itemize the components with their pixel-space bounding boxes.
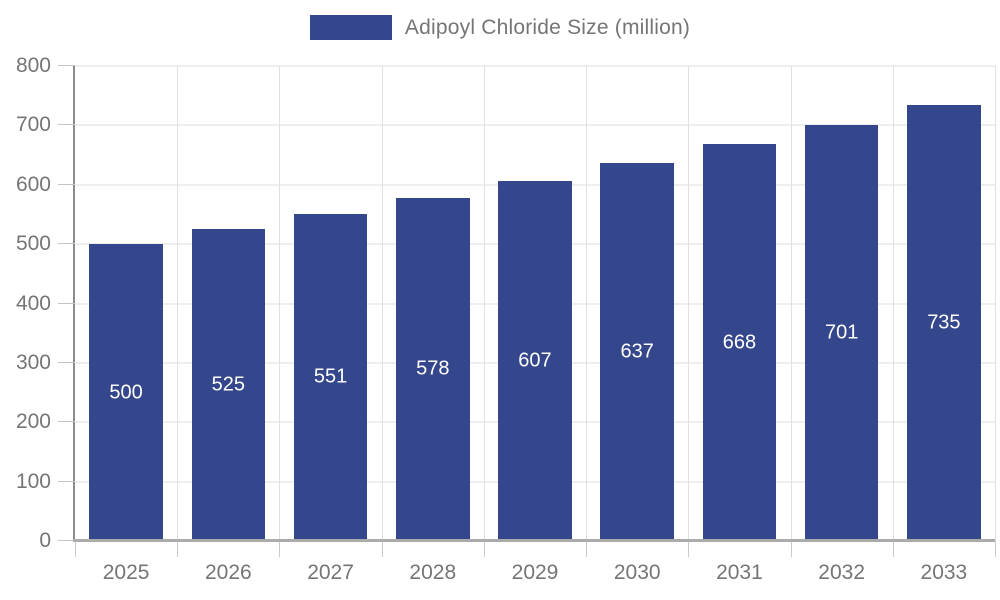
y-axis-tick-label: 500 [15, 232, 51, 256]
x-tick [381, 541, 383, 557]
x-gridline [790, 66, 792, 541]
bar-value-label: 500 [109, 381, 143, 404]
x-axis-line [73, 539, 995, 542]
bar-value-label: 701 [824, 321, 859, 344]
bar-value-label: 637 [620, 340, 654, 363]
x-gridline [483, 66, 485, 541]
y-axis-tick-label: 700 [15, 113, 51, 137]
y-axis-tick-label: 600 [15, 172, 51, 196]
legend-label: Adipoyl Chloride Size (million) [404, 15, 691, 39]
bar: 500 [89, 244, 163, 541]
x-axis-tick-label: 2031 [716, 561, 763, 584]
y-tick [58, 124, 75, 126]
legend-swatch [309, 15, 392, 40]
x-tick [995, 541, 996, 557]
x-axis-tick-label: 2028 [409, 561, 457, 584]
x-gridline [381, 66, 383, 541]
y-axis-tick-label: 200 [15, 410, 51, 434]
bar-value-label: 578 [416, 357, 450, 380]
x-gridline [995, 66, 996, 541]
bar: 637 [600, 162, 675, 541]
x-tick [892, 541, 894, 557]
x-tick [177, 541, 179, 557]
y-gridline [75, 124, 995, 126]
x-tick [790, 541, 792, 557]
x-tick [75, 541, 76, 557]
x-axis-tick-label: 2025 [102, 561, 150, 584]
x-axis-tick-label: 2026 [204, 561, 252, 584]
x-axis-tick-label: 2033 [920, 561, 968, 584]
y-tick [58, 540, 75, 541]
x-axis-tick-label: 2030 [613, 561, 661, 584]
y-tick [58, 480, 75, 482]
bar-value-label: 607 [518, 349, 552, 372]
legend: Adipoyl Chloride Size (million) [0, 15, 1000, 40]
y-tick [58, 361, 75, 363]
x-tick [279, 541, 281, 557]
bar: 525 [191, 229, 266, 541]
y-tick [58, 302, 75, 304]
y-gridline [75, 65, 995, 67]
y-tick [58, 65, 75, 66]
x-gridline [688, 66, 690, 541]
x-gridline [177, 66, 179, 541]
y-axis-tick-label: 300 [15, 350, 51, 374]
bar-value-label: 551 [313, 365, 348, 388]
x-gridline [279, 66, 281, 541]
x-axis-tick-label: 2029 [511, 561, 559, 584]
bar: 701 [804, 124, 879, 541]
bar-value-label: 525 [211, 373, 246, 396]
bar: 607 [498, 180, 572, 541]
y-tick [58, 243, 75, 245]
x-axis-tick-label: 2032 [818, 561, 866, 584]
bar-value-label: 668 [722, 331, 757, 354]
bar: 551 [293, 213, 368, 541]
bar: 735 [907, 104, 981, 541]
x-gridline [586, 66, 588, 541]
y-axis-tick-label: 100 [15, 469, 51, 493]
x-tick [688, 541, 690, 557]
y-tick [58, 421, 75, 423]
x-tick [483, 541, 485, 557]
y-axis-tick-label: 400 [15, 291, 51, 315]
plot-area: 0 100 200 300 400 500 600 700 800 500 2025 525 2026 5… [16, 54, 996, 584]
bar-value-label: 735 [927, 311, 961, 334]
y-tick [58, 183, 75, 185]
x-gridline [892, 66, 894, 541]
bar: 668 [702, 144, 777, 541]
x-axis-tick-label: 2027 [307, 561, 354, 584]
x-tick [586, 541, 588, 557]
bar: 578 [395, 197, 470, 541]
y-axis-tick-label: 800 [15, 54, 51, 77]
y-axis-tick-label: 0 [39, 529, 51, 552]
